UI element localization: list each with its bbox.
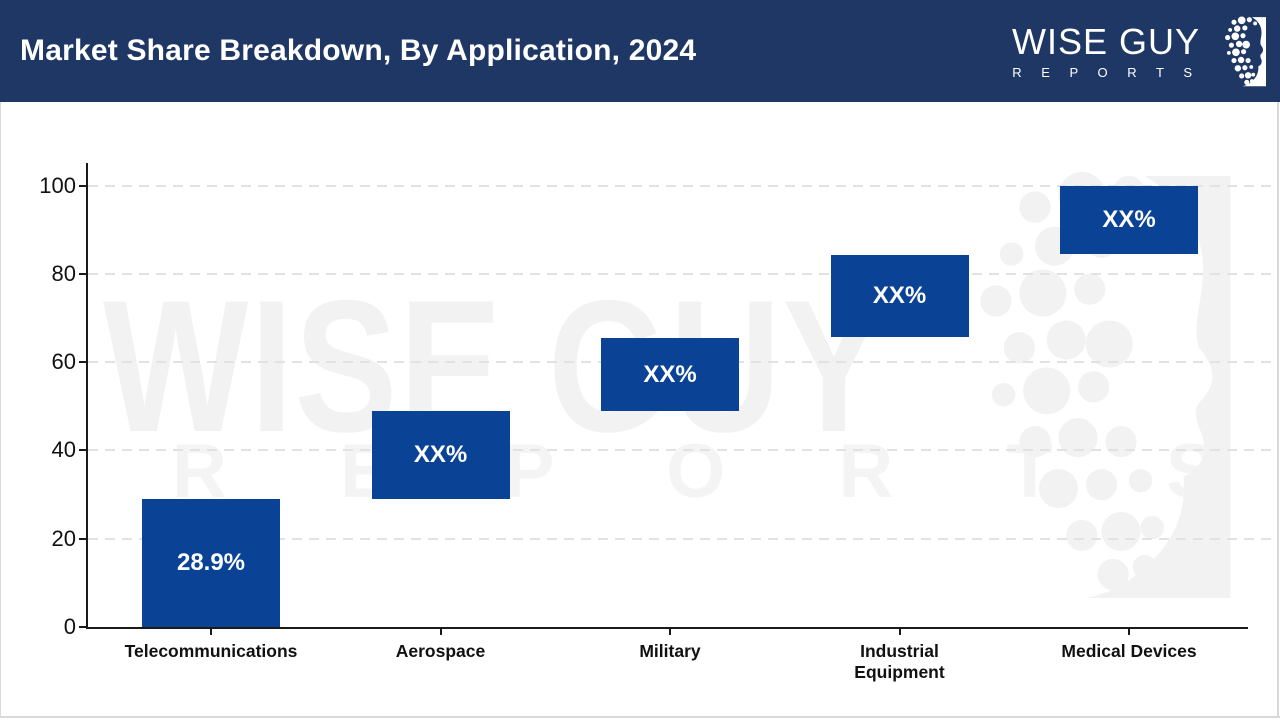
y-gridline	[88, 272, 1277, 275]
brand-logo: WISE GUY R E P O R T S	[1006, 14, 1280, 88]
y-tick-mark	[79, 184, 87, 187]
x-tick-mark	[898, 629, 901, 635]
x-tick-mark	[669, 629, 671, 635]
y-tick-mark	[79, 537, 87, 540]
y-tick-label: 60	[51, 349, 76, 375]
chart-bar	[142, 499, 280, 627]
bar-value-label: XX%	[1102, 206, 1156, 234]
x-tick-mark	[439, 629, 442, 635]
frame-border-right	[1277, 102, 1279, 717]
y-tick-label: 80	[51, 260, 76, 286]
chart-bar	[1060, 186, 1198, 254]
bar-value-label: XX%	[872, 282, 927, 310]
header-bar: Market Share Breakdown, By Application, …	[0, 0, 1280, 102]
x-tick-mark	[210, 629, 212, 635]
y-tick-mark	[79, 626, 87, 628]
y-tick-label: 0	[63, 614, 76, 639]
y-tick-label: 100	[39, 172, 76, 198]
y-gridline	[88, 537, 1277, 540]
chart-bar	[601, 338, 739, 412]
y-tick-label: 20	[51, 525, 76, 551]
y-tick-label: 40	[51, 437, 76, 463]
frame-border-bottom	[0, 716, 1280, 718]
chart-bar	[830, 254, 969, 338]
y-gridline	[88, 449, 1277, 452]
x-tick-mark	[1128, 629, 1130, 635]
brand-logo-text: WISE GUY R E P O R T S	[1006, 20, 1200, 80]
wiseguy-head-icon	[1225, 16, 1266, 87]
y-axis-line	[86, 163, 88, 629]
x-category-label: Industrial Equipment	[854, 641, 945, 682]
brand-subname: R E P O R T S	[1012, 64, 1200, 80]
y-tick-mark	[79, 449, 87, 452]
x-category-label: Aerospace	[395, 641, 486, 661]
frame-border-left	[0, 102, 1, 717]
x-axis-line	[86, 627, 1248, 629]
bar-value-label: XX%	[643, 360, 697, 388]
chart-bar	[371, 411, 510, 500]
x-category-label: Medical Devices	[1061, 641, 1197, 661]
bar-value-label: 28.9%	[176, 549, 246, 577]
x-category-label: Military	[639, 641, 701, 661]
y-tick-mark	[79, 272, 87, 275]
brand-name: WISE GUY	[1011, 20, 1200, 62]
y-tick-mark	[79, 361, 87, 364]
y-gridline	[88, 184, 1277, 187]
x-category-label: Telecommunications	[124, 641, 298, 661]
page-title: Market Share Breakdown, By Application, …	[20, 34, 697, 67]
bar-value-label: XX%	[413, 441, 468, 469]
